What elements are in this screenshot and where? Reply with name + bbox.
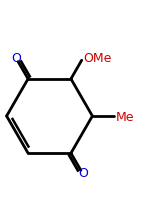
Text: Me: Me	[116, 111, 134, 124]
Text: OMe: OMe	[84, 52, 112, 65]
Text: O: O	[78, 167, 88, 180]
Text: O: O	[11, 52, 21, 65]
